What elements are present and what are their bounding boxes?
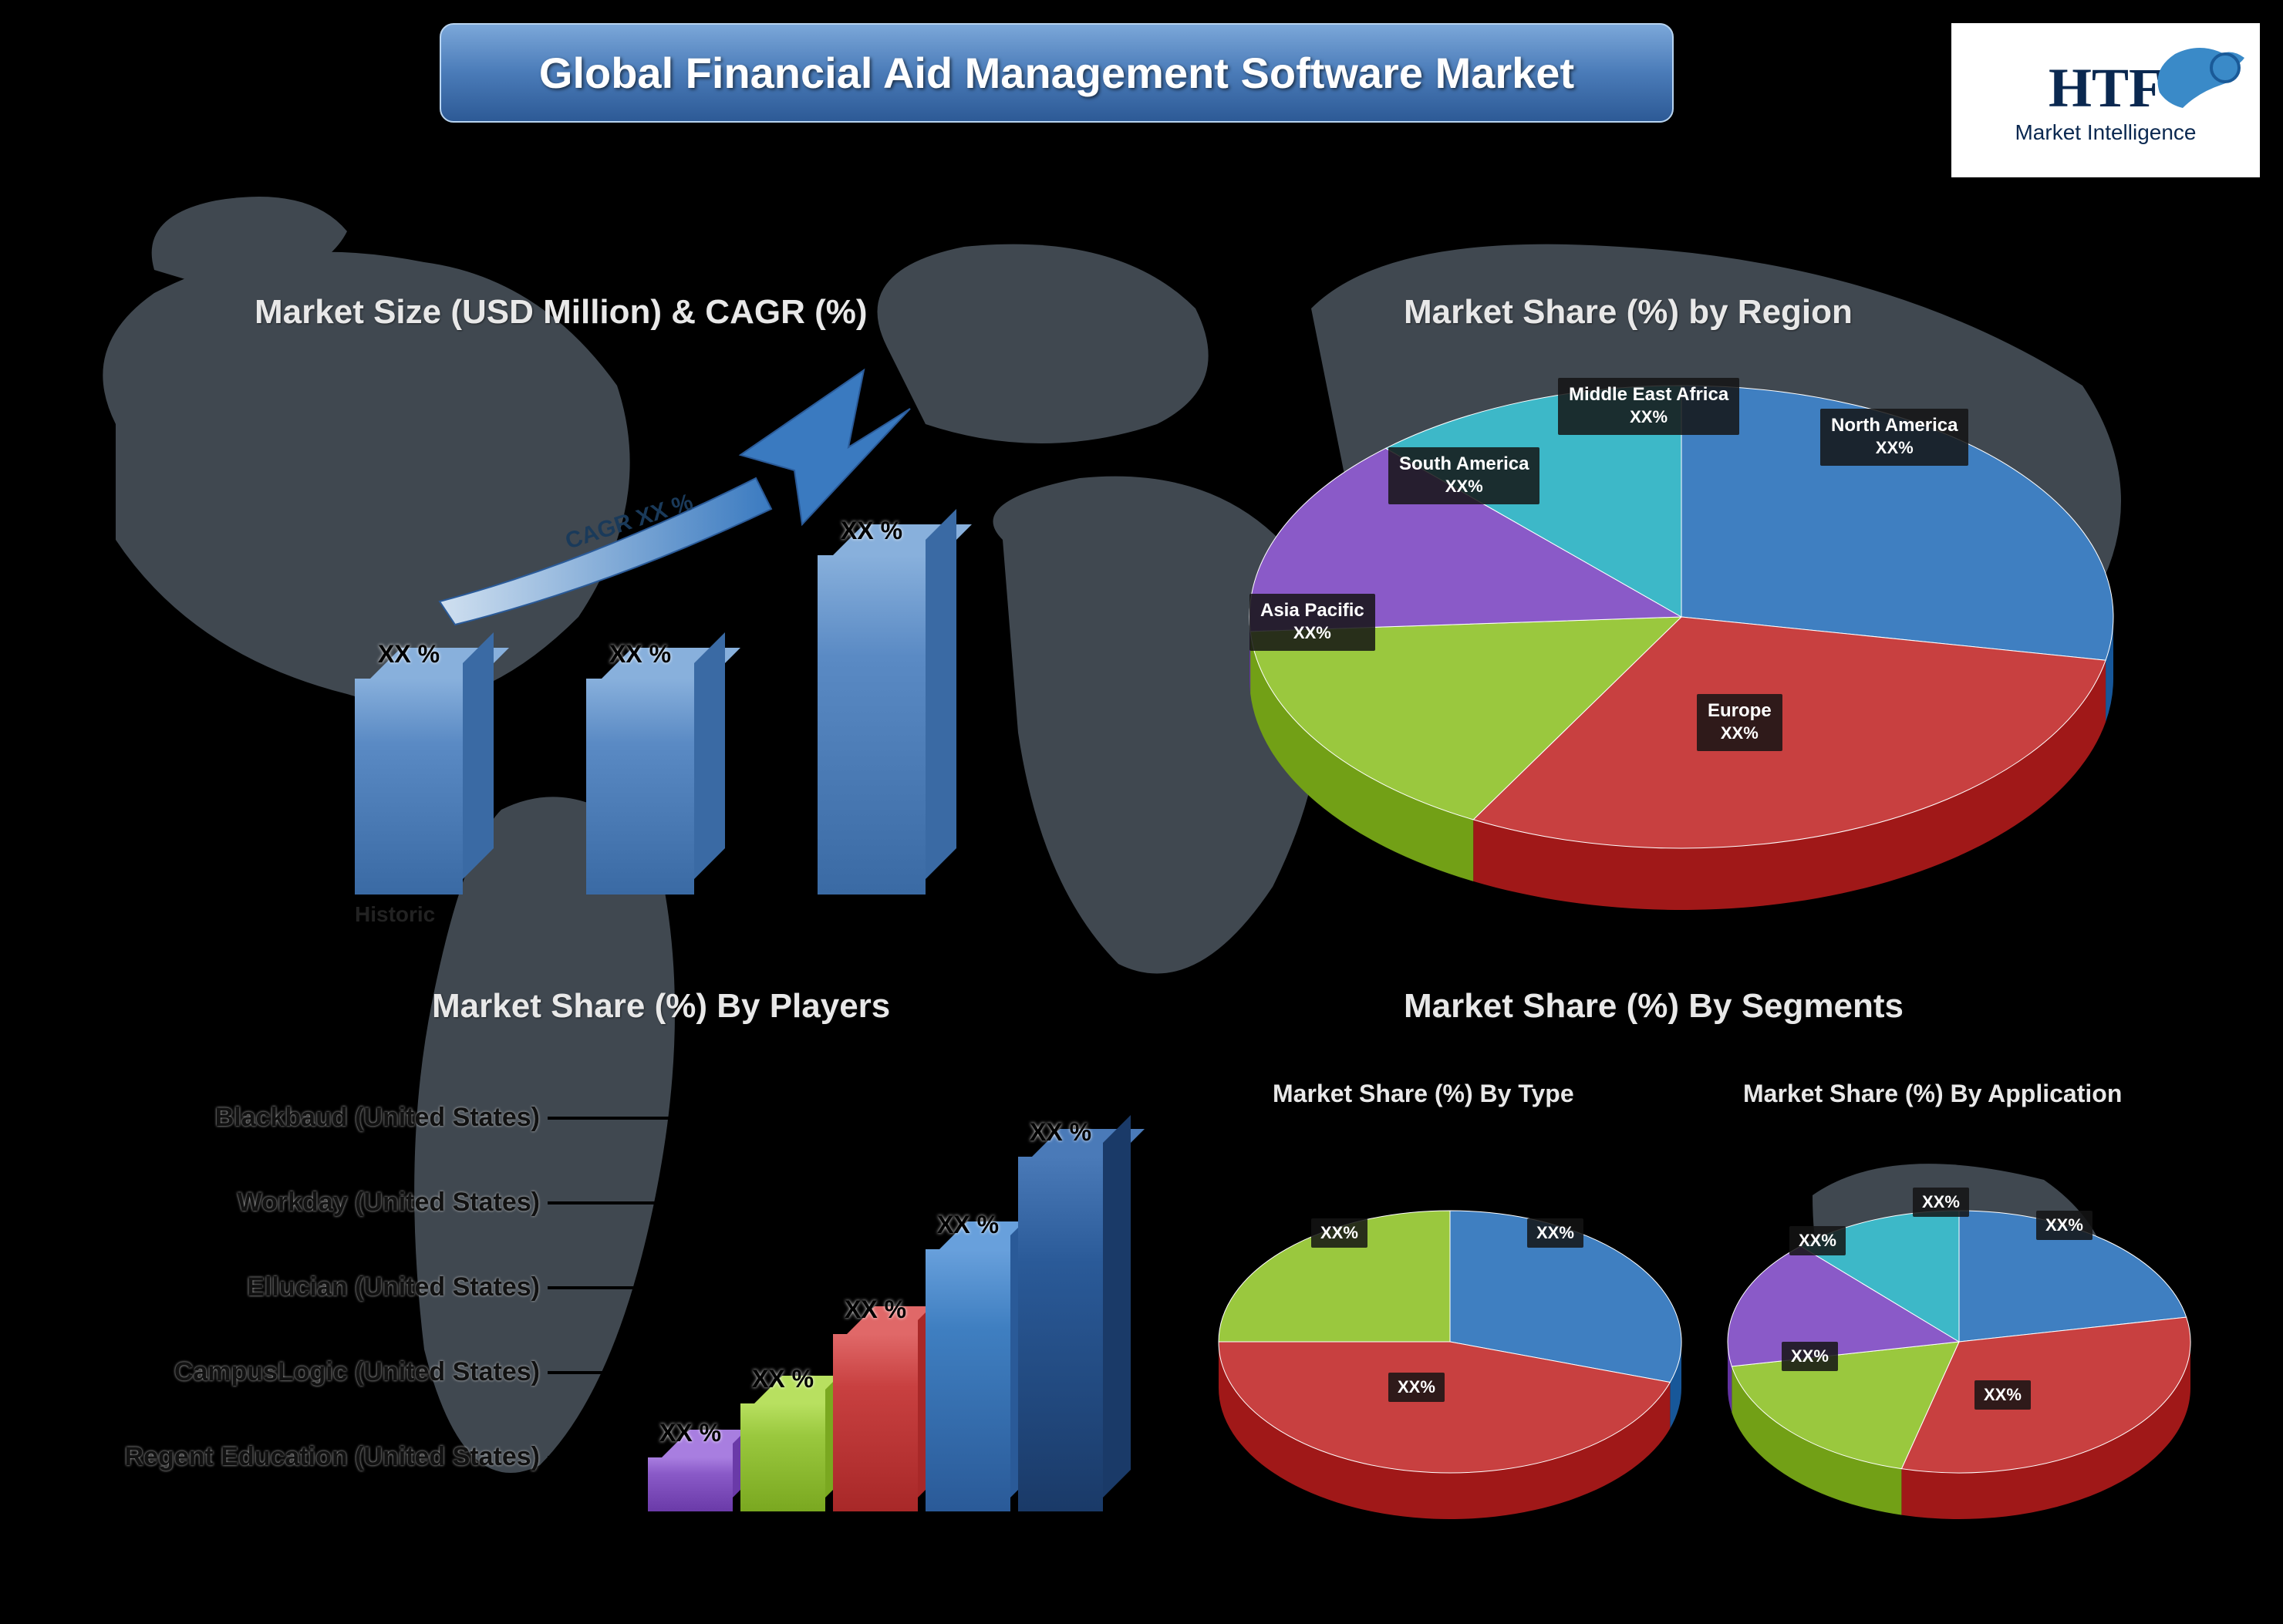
page-title-banner: Global Financial Aid Management Software… — [440, 23, 1674, 123]
pie-slice-label: XX% — [2036, 1211, 2092, 1240]
pie-slice-label: North AmericaXX% — [1820, 409, 1968, 466]
pie-slice-label: XX% — [1527, 1218, 1583, 1248]
bar-label: XX % — [922, 1211, 1014, 1239]
subsection-application-title: Market Share (%) By Application — [1743, 1080, 2122, 1108]
bar3d: XX % — [355, 679, 494, 895]
section-market-size-title: Market Size (USD Million) & CAGR (%) — [255, 293, 868, 332]
bar-label: XX % — [594, 640, 686, 669]
section-players-title: Market Share (%) By Players — [432, 987, 890, 1026]
bar-label: XX % — [363, 640, 455, 669]
bar3d: XX % — [818, 555, 956, 895]
bar-label: XX % — [1014, 1118, 1107, 1147]
player-label: Blackbaud (United States) — [39, 1103, 540, 1133]
player-label: Workday (United States) — [39, 1188, 540, 1218]
player-row: CampusLogic (United States) — [39, 1357, 686, 1387]
player-row: Ellucian (United States) — [39, 1272, 733, 1302]
logo-subtitle: Market Intelligence — [2015, 120, 2196, 145]
page-title: Global Financial Aid Management Software… — [487, 48, 1626, 98]
pie-slice-label: XX% — [1782, 1342, 1838, 1371]
player-row: Regent Education (United States) — [39, 1442, 640, 1472]
player-row: Workday (United States) — [39, 1188, 779, 1218]
player-arrow — [548, 1117, 825, 1120]
bar3d: XX % — [1018, 1157, 1131, 1511]
player-arrow — [548, 1286, 733, 1289]
subsection-type-title: Market Share (%) By Type — [1273, 1080, 1574, 1108]
pie-slice-label: Middle East AfricaXX% — [1558, 378, 1739, 435]
pie-slice-label: EuropeXX% — [1697, 694, 1782, 751]
pie-slice-label: XX% — [1789, 1226, 1846, 1255]
pie-slice-label: XX% — [1388, 1373, 1445, 1402]
player-label: Regent Education (United States) — [39, 1442, 540, 1472]
axis-label-historic: Historic — [355, 902, 435, 927]
player-arrow — [548, 1371, 686, 1374]
pie-slice-label: South AmericaXX% — [1388, 447, 1539, 504]
bar-label: XX % — [829, 1295, 922, 1324]
bar-label: XX % — [644, 1419, 737, 1447]
htf-logo: HTF Market Intelligence — [1951, 23, 2260, 177]
pie-slice-label: XX% — [1974, 1380, 2031, 1410]
player-label: Ellucian (United States) — [39, 1272, 540, 1302]
section-segments-title: Market Share (%) By Segments — [1404, 987, 1904, 1026]
bar-label: XX % — [825, 517, 918, 545]
player-row: Blackbaud (United States) — [39, 1103, 825, 1133]
pie-slice-label: XX% — [1311, 1218, 1367, 1248]
pie-slice-label: Asia PacificXX% — [1249, 594, 1375, 651]
bar-label: XX % — [737, 1365, 829, 1393]
dolphin-icon — [2144, 31, 2252, 123]
player-arrow — [548, 1456, 640, 1459]
player-arrow — [548, 1201, 779, 1205]
bar3d: XX % — [586, 679, 725, 895]
player-label: CampusLogic (United States) — [39, 1357, 540, 1387]
pie-slice-label: XX% — [1913, 1188, 1969, 1217]
